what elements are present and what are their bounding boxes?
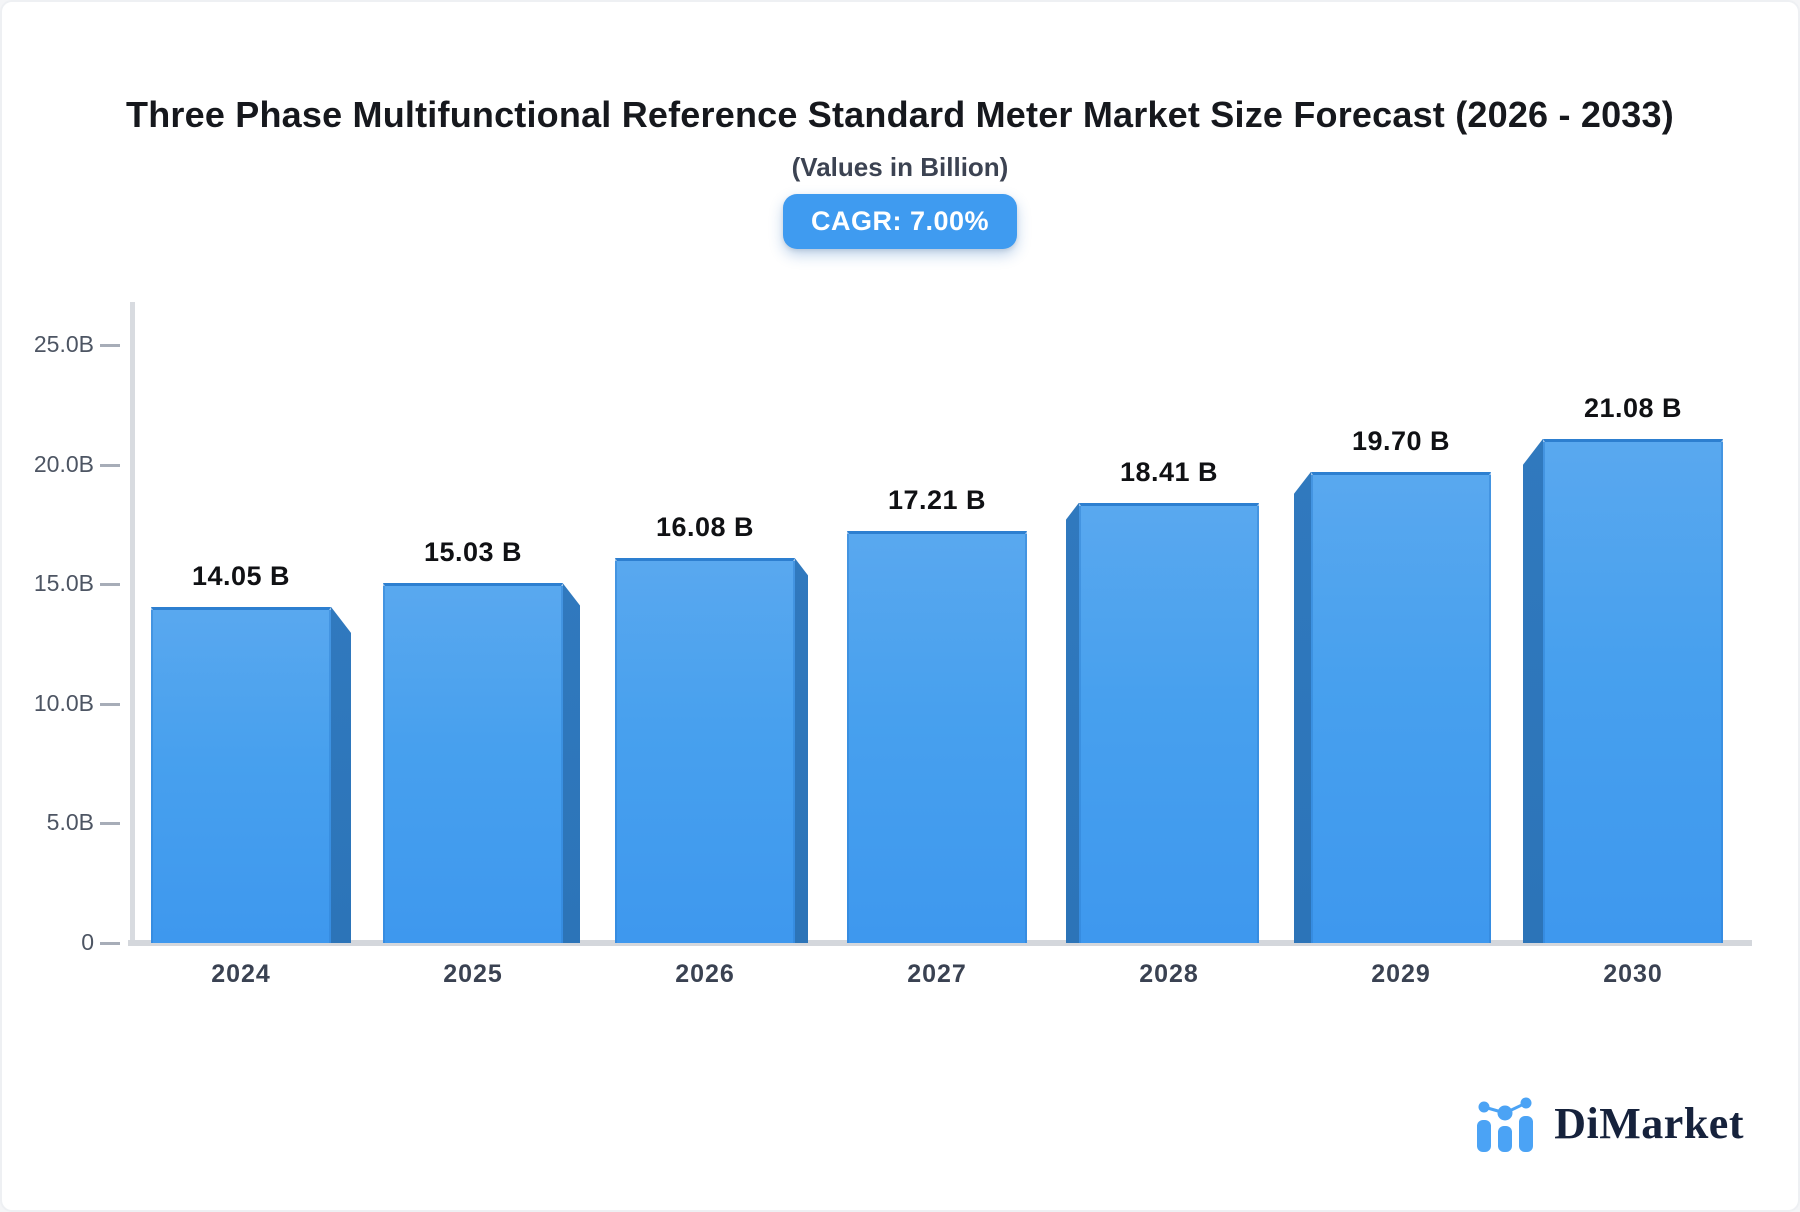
chart-title: Three Phase Multifunctional Reference St… — [126, 94, 1674, 135]
bar-2029 — [1311, 471, 1491, 943]
bar-value-label: 19.70 B — [1351, 425, 1451, 456]
y-axis-tick-mark — [100, 583, 120, 587]
y-axis-tick-mark — [100, 702, 120, 706]
bar-2028 — [1079, 502, 1259, 943]
bar-value-label: 14.05 B — [191, 560, 291, 591]
cagr-badge: CAGR: 7.00% — [782, 194, 1018, 249]
bar-2026 — [615, 558, 795, 943]
y-axis-line — [130, 302, 135, 946]
bar-2024 — [151, 606, 331, 943]
bar-chart-logo-icon — [1477, 1097, 1534, 1152]
x-axis-label-2028: 2028 — [1139, 960, 1199, 988]
x-axis-label-2024: 2024 — [211, 960, 271, 988]
bar-2030 — [1543, 438, 1723, 943]
bar-3d-side — [563, 583, 580, 943]
x-axis-line — [128, 940, 1752, 946]
bar-3d-side — [795, 558, 808, 943]
y-axis-tick-label: 0 — [81, 929, 94, 955]
x-axis-label-2025: 2025 — [443, 960, 503, 988]
y-axis-tick-label: 5.0B — [46, 809, 94, 836]
x-axis-label-2029: 2029 — [1371, 960, 1431, 988]
x-axis-label-2030: 2030 — [1603, 960, 1663, 988]
y-axis-tick-mark — [100, 942, 120, 945]
y-axis-tick-label: 20.0B — [33, 450, 94, 477]
y-axis-tick-mark — [100, 463, 120, 467]
bar-value-label: 17.21 B — [887, 485, 987, 516]
bar-3d-side — [331, 606, 351, 943]
y-axis-tick-label: 15.0B — [33, 570, 94, 597]
bar-value-label: 21.08 B — [1583, 392, 1683, 423]
y-axis-tick-label: 25.0B — [33, 331, 94, 357]
bar-value-label: 16.08 B — [655, 512, 755, 543]
bar-value-label: 18.41 B — [1119, 456, 1219, 487]
y-axis-tick-label: 10.0B — [33, 689, 94, 716]
bar-3d-side — [1066, 502, 1079, 943]
brand-logo: DiMarket — [1474, 1094, 1744, 1152]
x-axis-label-2027: 2027 — [907, 960, 967, 988]
bar-3d-side — [1523, 438, 1543, 943]
bar-3d-side — [1294, 471, 1311, 943]
bar-2025 — [383, 583, 563, 943]
bar-2027 — [847, 531, 1027, 943]
bar-value-label: 15.03 B — [423, 537, 523, 568]
y-axis-tick-mark — [100, 344, 120, 347]
x-axis-label-2026: 2026 — [675, 960, 735, 988]
y-axis-tick-mark — [100, 822, 120, 826]
chart-header: Three Phase Multifunctional Reference St… — [2, 2, 1798, 249]
brand-name: DiMarket — [1554, 1098, 1744, 1148]
chart-subtitle: (Values in Billion) — [791, 152, 1009, 182]
